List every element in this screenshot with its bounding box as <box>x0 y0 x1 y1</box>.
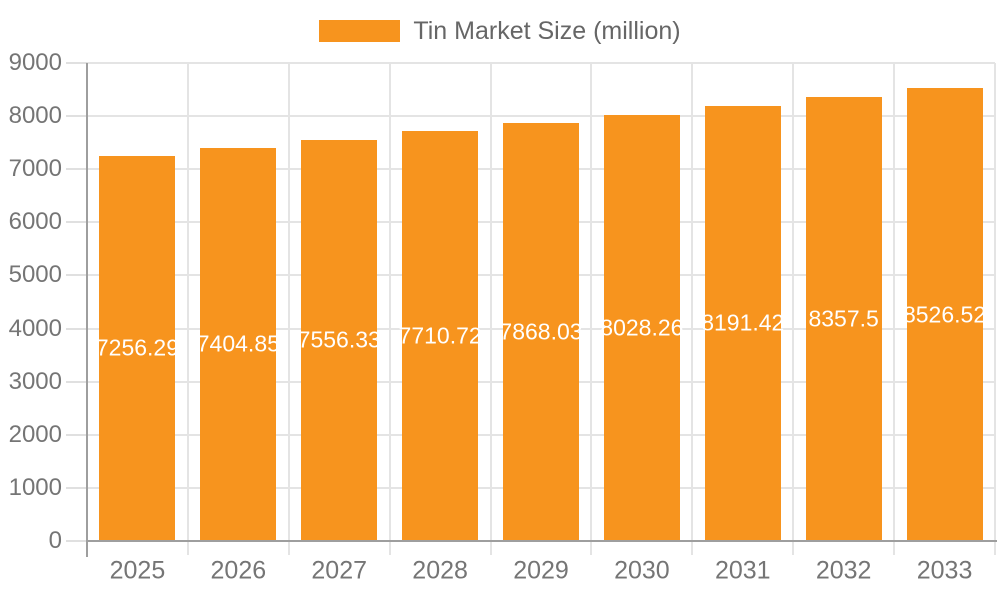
legend: Tin Market Size (million) <box>0 17 1000 45</box>
bar-value-label: 8191.42 <box>701 309 785 336</box>
y-axis-tick <box>66 486 87 489</box>
bar[interactable] <box>402 131 479 541</box>
bar[interactable] <box>906 88 983 541</box>
y-axis-tick <box>66 540 87 542</box>
y-axis-line <box>86 63 88 557</box>
y-axis-tick <box>66 380 87 383</box>
bar-value-label: 7710.72 <box>398 322 482 349</box>
y-axis-tick <box>66 274 87 277</box>
bar-value-label: 8526.52 <box>902 301 987 328</box>
bar[interactable] <box>200 147 277 541</box>
y-tick-label: 8000 <box>8 102 62 130</box>
gridline-vertical <box>287 63 290 555</box>
legend-item-tin-market-size[interactable]: Tin Market Size (million) <box>319 17 681 45</box>
gridline-vertical <box>388 63 391 555</box>
x-tick-label: 2030 <box>614 556 670 585</box>
gridline-horizontal <box>87 62 995 64</box>
y-tick-label: 5000 <box>8 261 62 289</box>
y-axis-tick <box>66 62 87 64</box>
x-tick-label: 2031 <box>714 556 771 585</box>
y-tick-label: 0 <box>48 527 62 554</box>
bar-value-label: 7404.85 <box>196 330 280 357</box>
plot-area: 0 1000 2000 3000 4000 5000 6000 7000 8000 9000 725… <box>9 49 997 585</box>
bar-value-label: 7256.29 <box>95 334 180 361</box>
y-tick-label: 1000 <box>8 473 62 501</box>
bar[interactable] <box>503 123 579 541</box>
bar-value-label: 8028.26 <box>600 314 684 341</box>
y-axis-tick <box>66 115 87 118</box>
gridline-vertical <box>590 63 593 555</box>
y-tick-label: 6000 <box>8 208 62 236</box>
gridline-vertical <box>691 63 694 555</box>
y-tick-label: 2000 <box>8 420 62 448</box>
y-axis-tick <box>66 327 87 330</box>
bar[interactable] <box>603 114 680 541</box>
bar-value-label: 8357.5 <box>808 305 879 332</box>
x-tick-label: 2027 <box>311 556 368 585</box>
y-tick-label: 7000 <box>8 155 62 183</box>
gridline-vertical <box>792 63 795 555</box>
gridline-vertical <box>186 63 189 555</box>
gridline-vertical <box>489 63 492 555</box>
bar[interactable] <box>805 97 882 541</box>
y-tick-label: 4000 <box>8 314 62 342</box>
y-axis-tick <box>66 433 87 436</box>
y-axis-tick <box>66 168 87 171</box>
bar[interactable] <box>301 139 378 541</box>
x-tick-label: 2032 <box>815 556 872 585</box>
gridline-horizontal <box>87 115 995 118</box>
legend-label: Tin Market Size (million) <box>413 17 681 45</box>
gridline-vertical <box>893 63 896 555</box>
y-tick-label: 3000 <box>8 367 62 395</box>
bar[interactable] <box>99 155 176 541</box>
x-tick-label: 2029 <box>513 556 569 585</box>
y-axis-tick <box>66 221 87 224</box>
bar-value-label: 7868.03 <box>499 318 583 345</box>
y-tick-label: 9000 <box>8 49 62 76</box>
x-tick-label: 2033 <box>916 556 973 585</box>
bar-value-label: 7556.33 <box>297 326 381 353</box>
gridline-vertical <box>994 63 996 555</box>
x-tick-label: 2026 <box>210 556 267 585</box>
x-tick-label: 2028 <box>412 556 468 585</box>
x-tick-label: 2025 <box>109 556 166 585</box>
x-axis-baseline <box>87 540 997 542</box>
legend-swatch-icon <box>319 20 401 42</box>
bar[interactable] <box>704 105 781 541</box>
